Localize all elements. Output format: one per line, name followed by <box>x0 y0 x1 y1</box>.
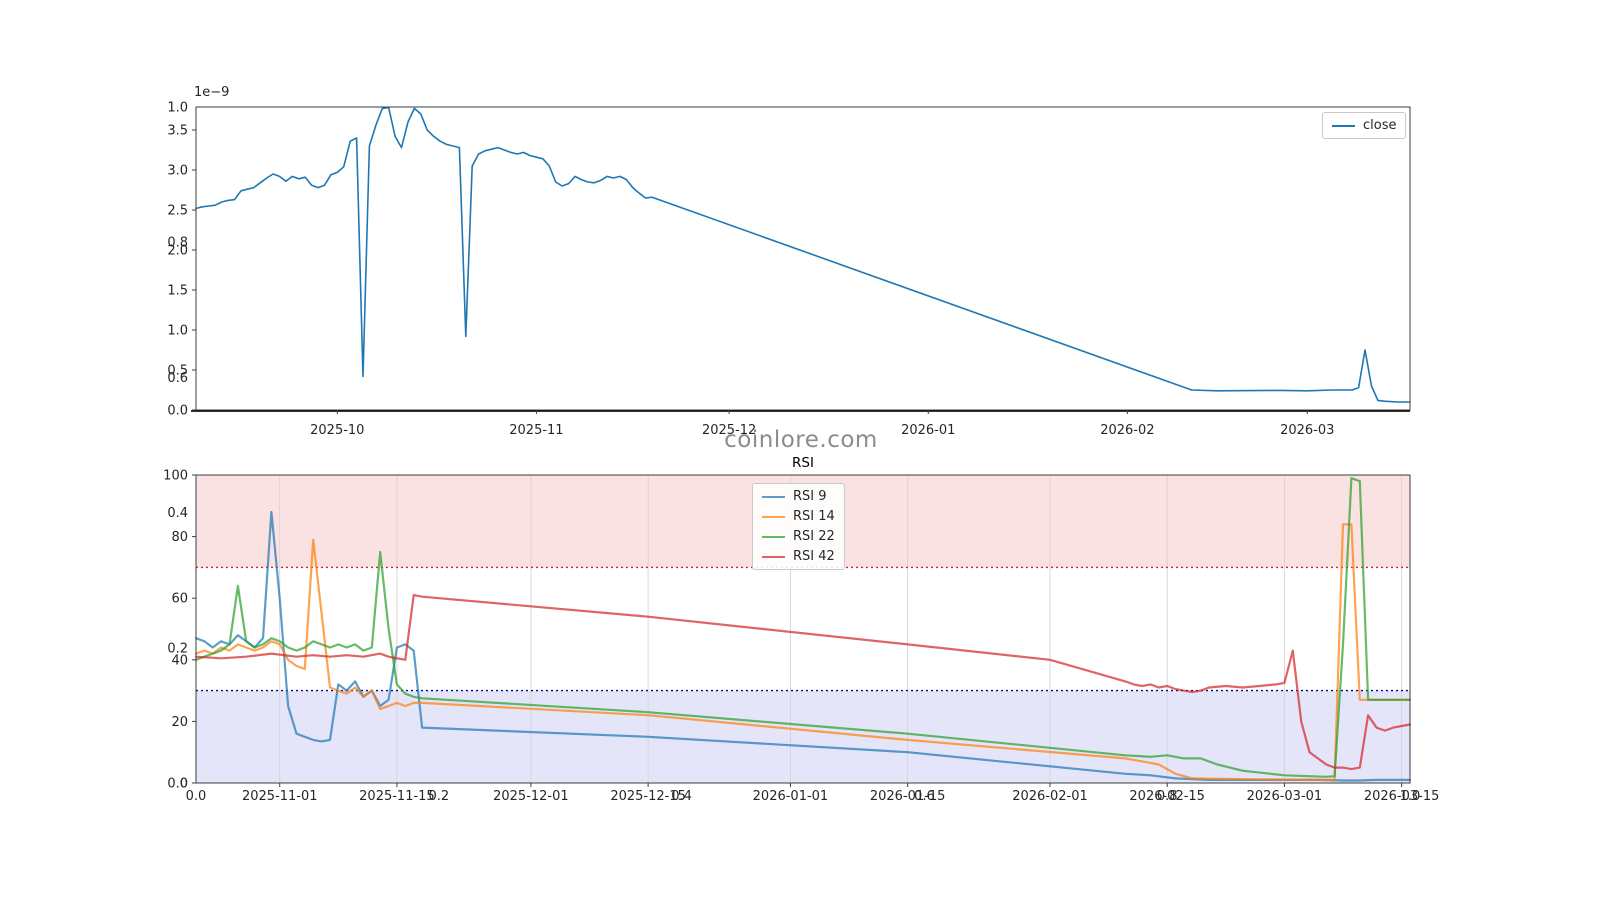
axes-frame <box>195 106 1411 411</box>
y-tick-label: 0.0 <box>167 404 188 419</box>
x-tick-label: 2026-03 <box>1280 423 1334 438</box>
y-tick-label: 20 <box>171 715 188 730</box>
y-tick-label: 100 <box>163 469 188 484</box>
overlay-y-tick-label: 0.4 <box>167 506 188 521</box>
x-tick-label: 2026-01-15 <box>870 789 946 804</box>
legend-item-rsi-9: RSI 9 <box>762 489 835 504</box>
x-tick-label: 2026-03-01 <box>1247 789 1323 804</box>
x-tick-label: 2026-03-15 <box>1364 789 1440 804</box>
x-tick-label: 2025-12-15 <box>610 789 686 804</box>
overlay-y-tick-label: 0.6 <box>167 371 188 386</box>
x-tick-label: 2025-12 <box>702 423 756 438</box>
overlay-x-tick-label: 0.8 <box>1157 789 1178 804</box>
legend-line-swatch <box>762 535 785 538</box>
y-tick-label: 60 <box>171 592 188 607</box>
legend-item-close: close <box>1332 118 1396 133</box>
y-tick-label: 2.5 <box>167 204 188 219</box>
panel-price: 2025-10 2025-11 2025-12 2026-01 2026-02 2026-… <box>167 106 1411 438</box>
overlay-x-tick-label: 1.0 <box>1400 789 1421 804</box>
overlay-axis: 0.0 0.2 0.4 0.6 0.8 1.0 0.0 0.2 0.4 0.6 0.8 1.0 <box>167 101 1420 805</box>
overlay-x-tick-label: 0.4 <box>671 789 692 804</box>
y-tick-label: 40 <box>171 653 188 668</box>
rsi-chart-title: RSI <box>792 455 814 471</box>
y-tick-label: 2.0 <box>167 244 188 259</box>
y-tick-label: 0.5 <box>167 364 188 379</box>
legend-label: RSI 14 <box>793 509 835 524</box>
y-tick-label: 80 <box>171 530 188 545</box>
overlay-y-tick-label: 1.0 <box>167 101 188 116</box>
y-tick-label: 1.0 <box>167 324 188 339</box>
legend-label: RSI 42 <box>793 549 835 564</box>
legend-item-rsi-14: RSI 14 <box>762 509 835 524</box>
legend-line-swatch <box>762 495 785 498</box>
overlay-y-tick-label: 0.8 <box>167 236 188 251</box>
x-tick-label: 2026-02-01 <box>1012 789 1088 804</box>
x-tick-label: 2025-11-15 <box>359 789 435 804</box>
close-legend: close <box>1322 112 1407 139</box>
y-axis-offset-label: 1e−9 <box>194 85 230 100</box>
x-tick-label: 2025-11 <box>509 423 563 438</box>
legend-item-rsi-22: RSI 22 <box>762 529 835 544</box>
x-tick-label: 2026-01 <box>901 423 955 438</box>
series-rsi-22-line <box>194 477 1412 778</box>
legend-line-swatch <box>1332 124 1355 127</box>
x-tick-label: 2026-02-15 <box>1129 789 1205 804</box>
series-rsi-42-line <box>194 593 1412 771</box>
y-tick-label: 0 <box>180 777 188 792</box>
overlay-x-tick-label: 0.0 <box>186 789 207 804</box>
legend-item-rsi-42: RSI 42 <box>762 549 835 564</box>
y-tick-label: 3.0 <box>167 164 188 179</box>
legend-line-swatch <box>762 555 785 558</box>
series-close-line <box>195 106 1411 403</box>
x-tick-label: 2025-11-01 <box>242 789 318 804</box>
series-rsi-14-line <box>194 523 1412 782</box>
oversold-band <box>196 690 1410 783</box>
axes-frame <box>195 474 1411 784</box>
legend-label: close <box>1363 118 1397 133</box>
y-tick-label: 1.5 <box>167 284 188 299</box>
rsi-legend: RSI 9 RSI 14 RSI 22 RSI 42 <box>752 483 845 570</box>
x-tick-label: 2026-02 <box>1100 423 1154 438</box>
legend-label: RSI 22 <box>793 529 835 544</box>
y-tick-label: 3.5 <box>167 124 188 139</box>
x-tick-label: 2025-10 <box>310 423 364 438</box>
overlay-y-tick-label: 0.0 <box>167 777 188 792</box>
overlay-x-tick-label: 0.2 <box>428 789 449 804</box>
overlay-x-tick-label: 0.6 <box>914 789 935 804</box>
legend-line-swatch <box>762 515 785 518</box>
x-tick-label: 2026-01-01 <box>753 789 829 804</box>
overlay-y-tick-label: 0.2 <box>167 641 188 656</box>
watermark: coinlore.com <box>724 427 878 453</box>
legend-label: RSI 9 <box>793 489 827 504</box>
x-tick-label: 2025-12-01 <box>493 789 569 804</box>
